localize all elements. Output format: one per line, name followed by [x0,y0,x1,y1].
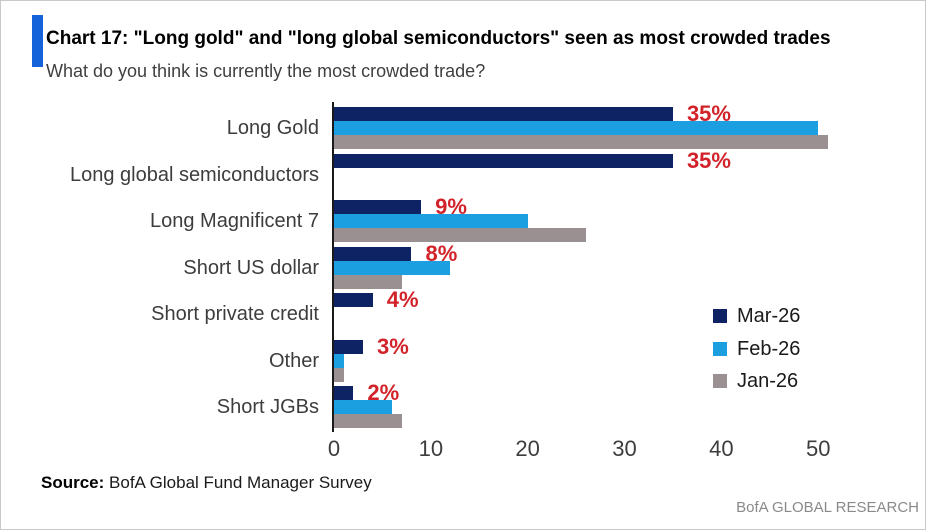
category-label: Long Magnificent 7 [149,210,319,232]
legend-item-jan-26: Jan-26 [713,368,798,394]
bar-feb-26 [334,353,344,368]
category-label: Short JGBs [216,396,319,418]
chart-title: Chart 17: "Long gold" and "long global s… [46,27,831,49]
source-text: BofA Global Fund Manager Survey [109,473,372,492]
bar-feb-26 [334,260,451,275]
legend-label: Feb-26 [737,337,801,360]
legend-item-mar-26: Mar-26 [713,303,800,329]
legend-swatch-icon [713,341,727,356]
data-label: 2% [367,380,400,405]
bar-jan-26 [334,228,586,242]
legend-label: Mar-26 [737,305,801,327]
category-axis-line [332,102,334,432]
bar-jan-26 [334,274,402,289]
bar-chart: Long Gold 35% Long global semiconductors 35… [1,96,925,471]
bar-jan-26 [334,414,402,428]
legend-swatch-icon [713,374,727,388]
category-label: Long global semiconductors [69,163,319,186]
bar-jan-26 [334,135,828,149]
data-label: 35% [686,147,731,173]
legend-item-feb-26: Feb-26 [713,336,800,362]
bar-mar-26 [334,339,364,354]
data-label: 9% [435,194,467,219]
x-tick-label: 50 [805,436,831,461]
x-tick-label: 20 [515,436,540,461]
x-tick-label: 10 [418,436,444,461]
legend-label: Jan-26 [737,370,799,392]
bar-jan-26 [334,367,344,382]
title-accent-bar [32,15,43,67]
legend: Mar-26 Feb-26 Jan-26 [713,303,893,413]
bar-mar-26 [334,153,673,168]
x-tick-label: 30 [612,436,637,461]
category-label: Long Gold [226,117,319,139]
bar-mar-26 [334,200,422,214]
category-label: Short US dollar [183,256,319,279]
data-label: 8% [425,240,458,266]
bar-feb-26 [334,121,819,135]
data-label: 3% [377,333,409,359]
bar-feb-26 [334,400,393,414]
source-line: Source: BofA Global Fund Manager Survey [41,472,372,494]
category-label: Other [268,349,319,372]
x-tick-label: 40 [709,436,734,461]
bar-mar-26 [334,386,354,400]
bar-mar-26 [334,293,373,307]
legend-swatch-icon [713,309,727,323]
bar-feb-26 [334,214,528,228]
data-label: 4% [386,287,419,312]
bar-mar-26 [334,107,673,121]
category-label: Short private credit [151,303,319,325]
x-tick-label: 0 [327,436,341,461]
source-label: Source: [41,473,105,492]
data-label: 35% [686,101,731,126]
chart-subtitle: What do you think is currently the most … [46,61,486,81]
bar-mar-26 [334,246,412,261]
brand-text: BofA GLOBAL RESEARCH [736,499,919,516]
